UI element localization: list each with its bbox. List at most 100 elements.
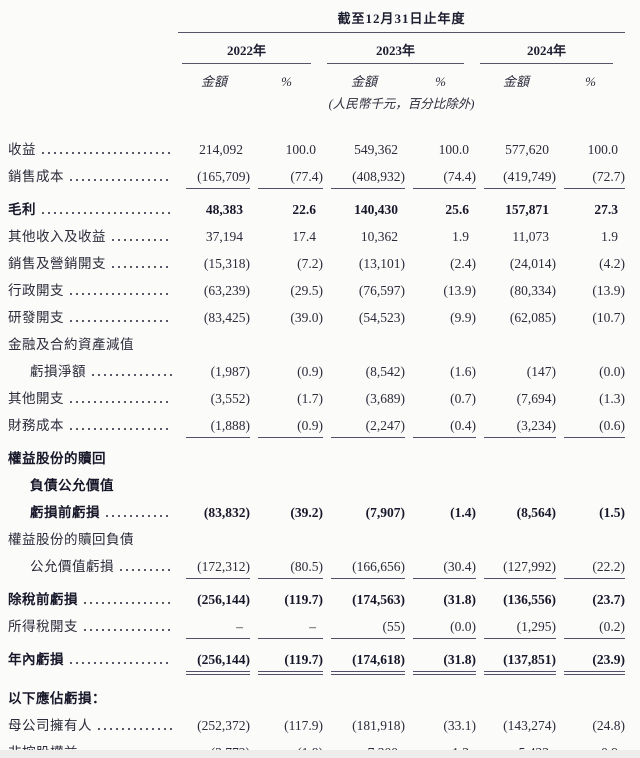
row-label-cell: 收益 <box>8 142 178 158</box>
table-body: 收益 214,092 100.0 549,362 100.0 577,620 100.0 銷售… <box>8 142 640 758</box>
table-row: 金融及合約資產減值 <box>8 337 640 353</box>
cell-percent: (13.9) <box>443 283 476 298</box>
cell-percent: 25.6 <box>445 202 469 217</box>
row-label-cell: 以下應佔虧損： <box>8 691 625 707</box>
period-title: 截至12月31日止年度 <box>178 8 625 33</box>
cell-amount: (165,709) <box>186 169 250 189</box>
table-row: 毛利 48,383 22.6 140,430 25.6 157,871 27.3 <box>8 202 640 218</box>
row-label-cell: 銷售成本 <box>8 169 178 185</box>
cell-percent: (39.0) <box>290 310 323 325</box>
row-label: 毛利 <box>8 202 36 217</box>
cell-percent: (1.4) <box>450 505 476 520</box>
period-header-row: 截至12月31日止年度 <box>8 8 640 33</box>
row-label: 除稅前虧損 <box>8 592 78 607</box>
table-row: 母公司擁有人 (252,372) (117.9) (181,918) (33.1) (14… <box>8 718 640 734</box>
cell-percent: 1.9 <box>452 229 469 244</box>
cell-percent: 22.6 <box>292 202 316 217</box>
row-label: 母公司擁有人 <box>8 718 92 733</box>
row-label: 銷售成本 <box>8 169 64 184</box>
dot-leader <box>68 169 172 185</box>
row-label: 權益股份的贖回負債 <box>8 532 134 547</box>
cell-amount: (8,564) <box>516 505 556 520</box>
cell-percent: 17.4 <box>292 229 316 244</box>
dot-leader <box>40 202 172 218</box>
cell-percent: (119.7) <box>284 592 323 607</box>
cell-percent: (33.1) <box>443 718 476 733</box>
row-label: 虧損前虧損 <box>30 505 100 520</box>
row-label-cell: 年內虧損 <box>8 652 178 668</box>
cell-percent: (1.5) <box>599 505 625 520</box>
cell-amount: (172,312) <box>186 559 250 579</box>
cell-amount: (55) <box>331 619 405 639</box>
cell-percent: (0.0) <box>413 619 476 639</box>
table-row: 銷售成本 (165,709) (77.4) (408,932) (74.4) (419,7… <box>8 169 640 189</box>
cell-percent: 100.0 <box>285 142 316 157</box>
cell-amount: (256,144) <box>197 592 250 607</box>
year-label: 2023年 <box>327 40 464 64</box>
row-label: 其他收入及收益 <box>8 229 106 244</box>
cell-amount: (1,888) <box>186 418 250 438</box>
cell-percent: (30.4) <box>413 559 476 579</box>
dot-leader <box>68 283 172 299</box>
dot-leader <box>68 652 172 668</box>
row-label-cell: 財務成本 <box>8 418 178 434</box>
cell-amount: 11,073 <box>512 229 549 244</box>
year-column-2023: 2023年 <box>323 40 476 64</box>
amount-header: 金額 <box>350 74 377 89</box>
cell-amount: (13,101) <box>358 256 405 271</box>
cell-percent: (23.9) <box>564 652 625 675</box>
cell-amount: 549,362 <box>354 142 398 157</box>
cell-amount: – <box>186 619 250 639</box>
cell-percent: (31.8) <box>413 652 476 675</box>
cell-amount: (3,689) <box>365 391 405 406</box>
cell-amount: (252,372) <box>197 718 250 733</box>
row-label-cell: 除稅前虧損 <box>8 592 178 608</box>
cell-amount: (127,992) <box>484 559 556 579</box>
column-labels-row: 金額 % 金額 % 金額 % <box>8 64 640 90</box>
row-label-cell: 銷售及營銷開支 <box>8 256 178 272</box>
row-label-cell: 所得稅開支 <box>8 619 178 635</box>
table-row: 權益股份的贖回 <box>8 451 640 467</box>
cell-amount: (3,234) <box>484 418 556 438</box>
year-column-2024: 2024年 <box>476 40 625 64</box>
dot-leader <box>68 391 172 407</box>
cell-amount: (147) <box>526 364 556 379</box>
cell-percent: (80.5) <box>258 559 323 579</box>
percent-header: % <box>585 74 596 89</box>
table-row: 財務成本 (1,888) (0.9) (2,247) (0.4) (3,234) (0.6) <box>8 418 640 438</box>
cell-amount: (54,523) <box>358 310 405 325</box>
row-label: 行政開支 <box>8 283 64 298</box>
year-label: 2024年 <box>480 40 613 64</box>
row-label: 負債公允價值 <box>30 478 114 493</box>
cell-percent: – <box>258 619 323 639</box>
cell-amount: (76,597) <box>358 283 405 298</box>
cell-amount: (2,247) <box>331 418 405 438</box>
cell-percent: (0.9) <box>258 418 323 438</box>
dot-leader <box>82 592 172 608</box>
row-label: 其他開支 <box>8 391 64 406</box>
unit-note: (人民幣千元，百分比除外) <box>328 97 475 111</box>
row-label: 金融及合約資產減值 <box>8 337 134 352</box>
table-row: 除稅前虧損 (256,144) (119.7) (174,563) (31.8) (136… <box>8 592 640 608</box>
row-label-cell: 其他收入及收益 <box>8 229 178 245</box>
cell-amount: (256,144) <box>186 652 250 675</box>
row-label-cell: 毛利 <box>8 202 178 218</box>
cell-amount: 214,092 <box>199 142 243 157</box>
table-row: 虧損淨額 (1,987) (0.9) (8,542) (1.6) (147) (0.0) <box>8 364 640 380</box>
percent-header: % <box>281 74 292 89</box>
cell-percent: (31.8) <box>443 592 476 607</box>
cell-percent: (72.7) <box>564 169 625 189</box>
row-label-cell: 公允價值虧損 <box>8 559 178 575</box>
unit-note-row: (人民幣千元，百分比除外) <box>8 90 640 112</box>
cell-amount: (181,918) <box>352 718 405 733</box>
cell-percent: (0.0) <box>599 364 625 379</box>
row-label-cell: 權益股份的贖回負債 <box>8 532 625 548</box>
table-row: 銷售及營銷開支 (15,318) (7.2) (13,101) (2.4) (24,014… <box>8 256 640 272</box>
table-row: 其他開支 (3,552) (1.7) (3,689) (0.7) (7,694) (1.3) <box>8 391 640 407</box>
row-label: 收益 <box>8 142 36 157</box>
cell-percent: (1.7) <box>297 391 323 406</box>
row-label-cell: 研發開支 <box>8 310 178 326</box>
table-row: 權益股份的贖回負債 <box>8 532 640 548</box>
cell-percent: (7.2) <box>297 256 323 271</box>
